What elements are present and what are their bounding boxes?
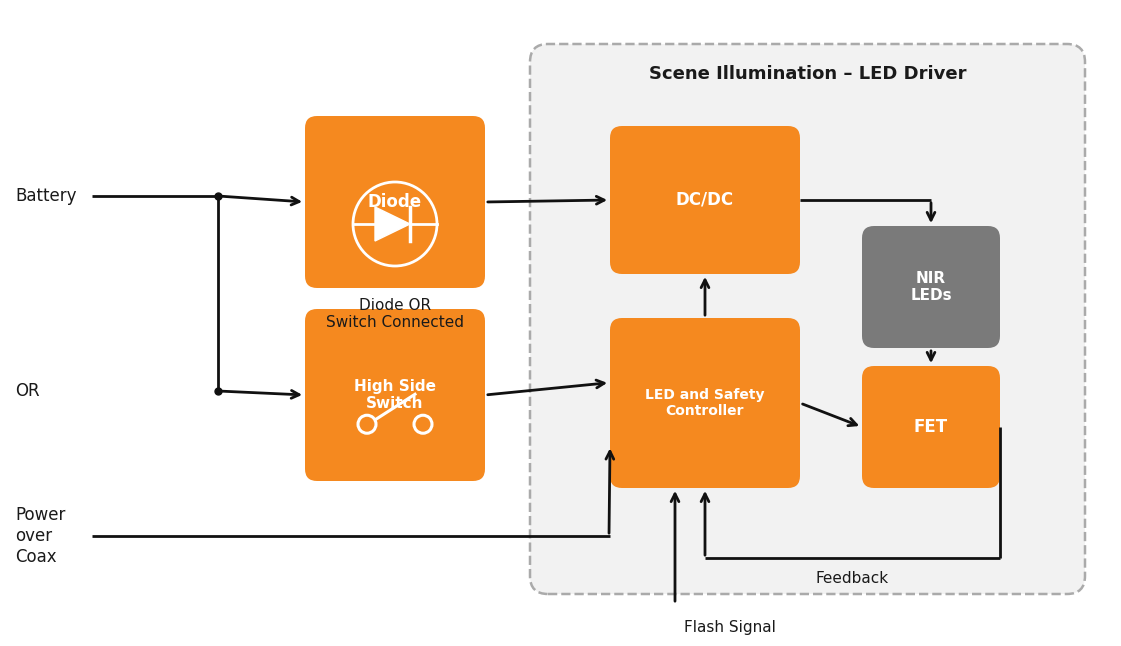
Text: OR: OR bbox=[15, 382, 39, 400]
Text: NIR
LEDs: NIR LEDs bbox=[910, 271, 952, 303]
Text: Battery: Battery bbox=[15, 187, 76, 205]
FancyBboxPatch shape bbox=[530, 44, 1085, 594]
Text: LED and Safety
Controller: LED and Safety Controller bbox=[646, 388, 765, 418]
FancyBboxPatch shape bbox=[305, 116, 485, 288]
Polygon shape bbox=[376, 207, 410, 241]
Text: Flash Signal: Flash Signal bbox=[684, 620, 776, 635]
Text: Power
over
Coax: Power over Coax bbox=[15, 506, 65, 566]
FancyBboxPatch shape bbox=[305, 309, 485, 481]
Text: Diode OR
Switch Connected: Diode OR Switch Connected bbox=[326, 298, 464, 330]
Text: High Side
Switch: High Side Switch bbox=[354, 379, 436, 412]
FancyBboxPatch shape bbox=[610, 318, 800, 488]
Text: DC/DC: DC/DC bbox=[676, 191, 734, 209]
FancyBboxPatch shape bbox=[862, 226, 1000, 348]
FancyBboxPatch shape bbox=[862, 366, 1000, 488]
Text: Scene Illumination – LED Driver: Scene Illumination – LED Driver bbox=[649, 65, 966, 83]
FancyBboxPatch shape bbox=[610, 126, 800, 274]
Text: FET: FET bbox=[914, 418, 948, 436]
Text: Diode: Diode bbox=[368, 193, 423, 211]
Text: Feedback: Feedback bbox=[816, 571, 889, 586]
